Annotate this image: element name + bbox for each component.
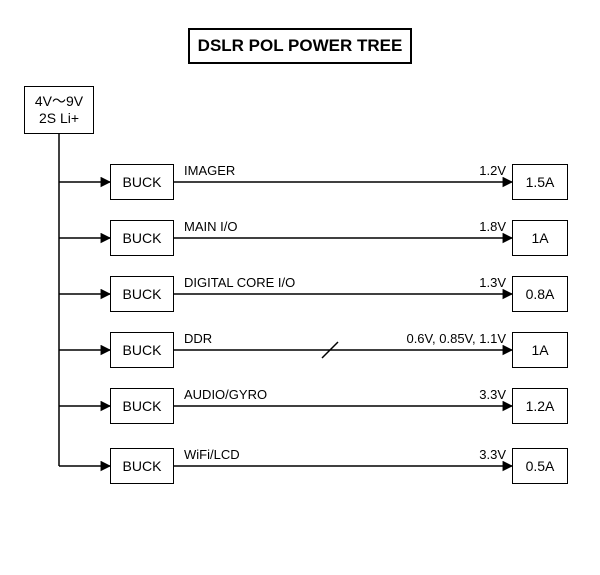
buck-5: BUCK	[110, 448, 174, 484]
buck-4-label: BUCK	[123, 398, 162, 414]
input-line2: 2S Li+	[39, 110, 79, 128]
rail-1-name: MAIN I/O	[184, 219, 237, 234]
load-2: 0.8A	[512, 276, 568, 312]
buck-1-label: BUCK	[123, 230, 162, 246]
load-2-label: 0.8A	[526, 286, 555, 302]
rail-2-name: DIGITAL CORE I/O	[184, 275, 295, 290]
rail-1-voltage: 1.8V	[396, 219, 506, 234]
buck-2-label: BUCK	[123, 286, 162, 302]
rail-0-name: IMAGER	[184, 163, 235, 178]
load-3: 1A	[512, 332, 568, 368]
buck-3-label: BUCK	[123, 342, 162, 358]
buck-2: BUCK	[110, 276, 174, 312]
input-source-box: 4V～9V 2S Li+	[24, 86, 94, 134]
rail-3-name: DDR	[184, 331, 212, 346]
load-0-label: 1.5A	[526, 174, 555, 190]
title-text: DSLR POL POWER TREE	[198, 36, 403, 56]
rail-2-voltage: 1.3V	[396, 275, 506, 290]
rail-5-voltage: 3.3V	[396, 447, 506, 462]
load-3-label: 1A	[531, 342, 548, 358]
diagram-title: DSLR POL POWER TREE	[188, 28, 412, 64]
load-1-label: 1A	[531, 230, 548, 246]
load-5: 0.5A	[512, 448, 568, 484]
buck-0-label: BUCK	[123, 174, 162, 190]
buck-3: BUCK	[110, 332, 174, 368]
load-0: 1.5A	[512, 164, 568, 200]
load-1: 1A	[512, 220, 568, 256]
diagram-canvas: DSLR POL POWER TREE 4V～9V 2S Li+ BUCK 1.…	[0, 0, 600, 575]
rail-0-voltage: 1.2V	[396, 163, 506, 178]
input-line1: 4V～9V	[35, 93, 83, 111]
load-4-label: 1.2A	[526, 398, 555, 414]
rail-5-name: WiFi/LCD	[184, 447, 240, 462]
buck-1: BUCK	[110, 220, 174, 256]
rail-4-voltage: 3.3V	[396, 387, 506, 402]
load-4: 1.2A	[512, 388, 568, 424]
buck-0: BUCK	[110, 164, 174, 200]
rail-4-name: AUDIO/GYRO	[184, 387, 267, 402]
buck-5-label: BUCK	[123, 458, 162, 474]
rail-3-voltage: 0.6V, 0.85V, 1.1V	[376, 331, 506, 346]
load-5-label: 0.5A	[526, 458, 555, 474]
buck-4: BUCK	[110, 388, 174, 424]
